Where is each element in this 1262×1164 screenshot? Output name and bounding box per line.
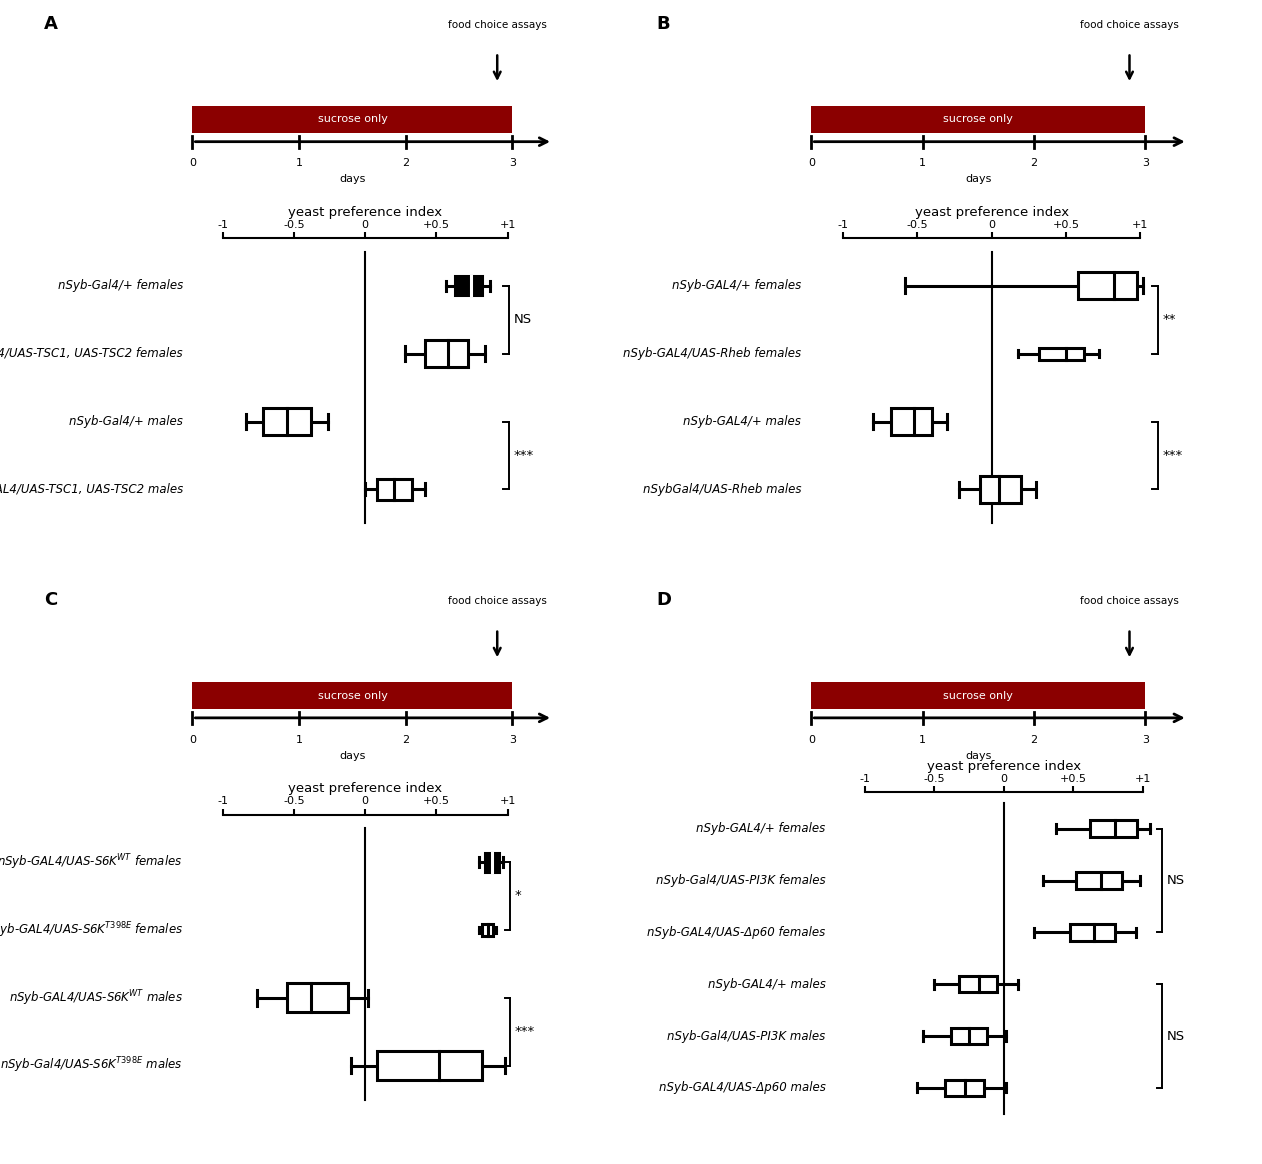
Text: nSyb-Gal4/+ females: nSyb-Gal4/+ females	[58, 279, 183, 292]
Text: nSyb-GAL4/UAS-Rheb females: nSyb-GAL4/UAS-Rheb females	[623, 347, 801, 360]
Text: days: days	[339, 175, 366, 184]
Text: nSyb-GAL4/+ males: nSyb-GAL4/+ males	[708, 978, 825, 991]
Text: NS: NS	[514, 313, 531, 326]
Text: A: A	[44, 15, 58, 33]
Text: ***: ***	[515, 1025, 535, 1038]
Bar	[945, 1079, 984, 1096]
Text: sucrose only: sucrose only	[318, 690, 387, 701]
Text: 0: 0	[189, 734, 196, 745]
Text: NS: NS	[1166, 1029, 1185, 1043]
Bar	[193, 682, 512, 709]
Text: 2: 2	[1031, 158, 1037, 169]
Text: B: B	[656, 15, 670, 33]
Title: yeast preference index: yeast preference index	[288, 206, 442, 219]
Bar	[950, 1028, 987, 1044]
Text: nSyb-GAL4/UAS-S6K$^{WT}$ females: nSyb-GAL4/UAS-S6K$^{WT}$ females	[0, 852, 183, 872]
Text: food choice assays: food choice assays	[1080, 20, 1179, 30]
Title: yeast preference index: yeast preference index	[926, 760, 1080, 773]
Text: nSyb-GAL4/+ females: nSyb-GAL4/+ females	[697, 822, 825, 836]
Text: 2: 2	[403, 158, 409, 169]
Text: ***: ***	[1162, 449, 1182, 462]
Text: nSyb-GAL4/+ females: nSyb-GAL4/+ females	[673, 279, 801, 292]
Bar	[1078, 272, 1137, 299]
Text: days: days	[339, 751, 366, 760]
Text: nSyb-GAL4/UAS-S6K$^{WT}$ males: nSyb-GAL4/UAS-S6K$^{WT}$ males	[9, 988, 183, 1008]
Bar	[979, 476, 1021, 503]
Bar	[1070, 924, 1114, 941]
Bar	[376, 478, 413, 501]
Bar	[891, 407, 933, 435]
Text: nSyb-GAL4/UAS-TSC1, UAS-TSC2 males: nSyb-GAL4/UAS-TSC1, UAS-TSC2 males	[0, 483, 183, 496]
Text: 0: 0	[808, 734, 815, 745]
Text: 0: 0	[808, 158, 815, 169]
Text: NS: NS	[1166, 874, 1185, 887]
Text: 3: 3	[509, 158, 516, 169]
Text: C: C	[44, 591, 57, 609]
Text: nSyb-GAL4/UAS-Δp60 males: nSyb-GAL4/UAS-Δp60 males	[659, 1081, 825, 1094]
Text: nSyb-Gal4/+ males: nSyb-Gal4/+ males	[69, 416, 183, 428]
Text: food choice assays: food choice assays	[448, 596, 546, 606]
Bar	[959, 975, 997, 993]
Text: 3: 3	[1142, 734, 1148, 745]
Bar	[1039, 348, 1084, 360]
Text: **: **	[1162, 313, 1176, 326]
Text: days: days	[965, 751, 992, 760]
Text: nSybGal4/UAS-Rheb males: nSybGal4/UAS-Rheb males	[642, 483, 801, 496]
Text: sucrose only: sucrose only	[944, 690, 1013, 701]
Bar	[425, 340, 468, 368]
Text: 1: 1	[295, 158, 303, 169]
Text: ***: ***	[514, 449, 534, 462]
Text: *: *	[515, 889, 521, 902]
Text: 0: 0	[189, 158, 196, 169]
Text: D: D	[656, 591, 671, 609]
Text: 2: 2	[403, 734, 409, 745]
Bar	[376, 1051, 482, 1080]
Text: nSyb-Gal4/UAS-S6K$^{T398E}$ males: nSyb-Gal4/UAS-S6K$^{T398E}$ males	[0, 1056, 183, 1076]
Bar	[286, 984, 348, 1012]
Bar	[262, 407, 310, 435]
Text: nSyb-Gal4/UAS-PI3K females: nSyb-Gal4/UAS-PI3K females	[656, 874, 825, 887]
Bar	[193, 106, 512, 133]
Text: nSyb-GAL4/UAS-S6K$^{T398E}$ females: nSyb-GAL4/UAS-S6K$^{T398E}$ females	[0, 920, 183, 939]
Text: nSyb-Gal4/UAS-PI3K males: nSyb-Gal4/UAS-PI3K males	[668, 1029, 825, 1043]
Text: 1: 1	[919, 734, 926, 745]
Bar	[454, 276, 482, 296]
Text: nSyb-GAL4/+ males: nSyb-GAL4/+ males	[684, 416, 801, 428]
Bar	[482, 924, 493, 936]
Bar	[485, 852, 498, 872]
Text: 1: 1	[919, 158, 926, 169]
Title: yeast preference index: yeast preference index	[915, 206, 1069, 219]
Text: 1: 1	[295, 734, 303, 745]
Text: food choice assays: food choice assays	[1080, 596, 1179, 606]
Text: 2: 2	[1031, 734, 1037, 745]
Bar	[1076, 872, 1122, 889]
Text: 3: 3	[509, 734, 516, 745]
Bar	[1090, 821, 1137, 837]
Text: sucrose only: sucrose only	[318, 114, 387, 125]
Title: yeast preference index: yeast preference index	[288, 782, 442, 795]
Bar	[811, 682, 1146, 709]
Text: nSyb-GAL4/UAS-Δp60 females: nSyb-GAL4/UAS-Δp60 females	[647, 925, 825, 939]
Text: days: days	[965, 175, 992, 184]
Text: nSyb-GAL4/UAS-TSC1, UAS-TSC2 females: nSyb-GAL4/UAS-TSC1, UAS-TSC2 females	[0, 347, 183, 360]
Text: sucrose only: sucrose only	[944, 114, 1013, 125]
Bar	[811, 106, 1146, 133]
Text: 3: 3	[1142, 158, 1148, 169]
Text: food choice assays: food choice assays	[448, 20, 546, 30]
